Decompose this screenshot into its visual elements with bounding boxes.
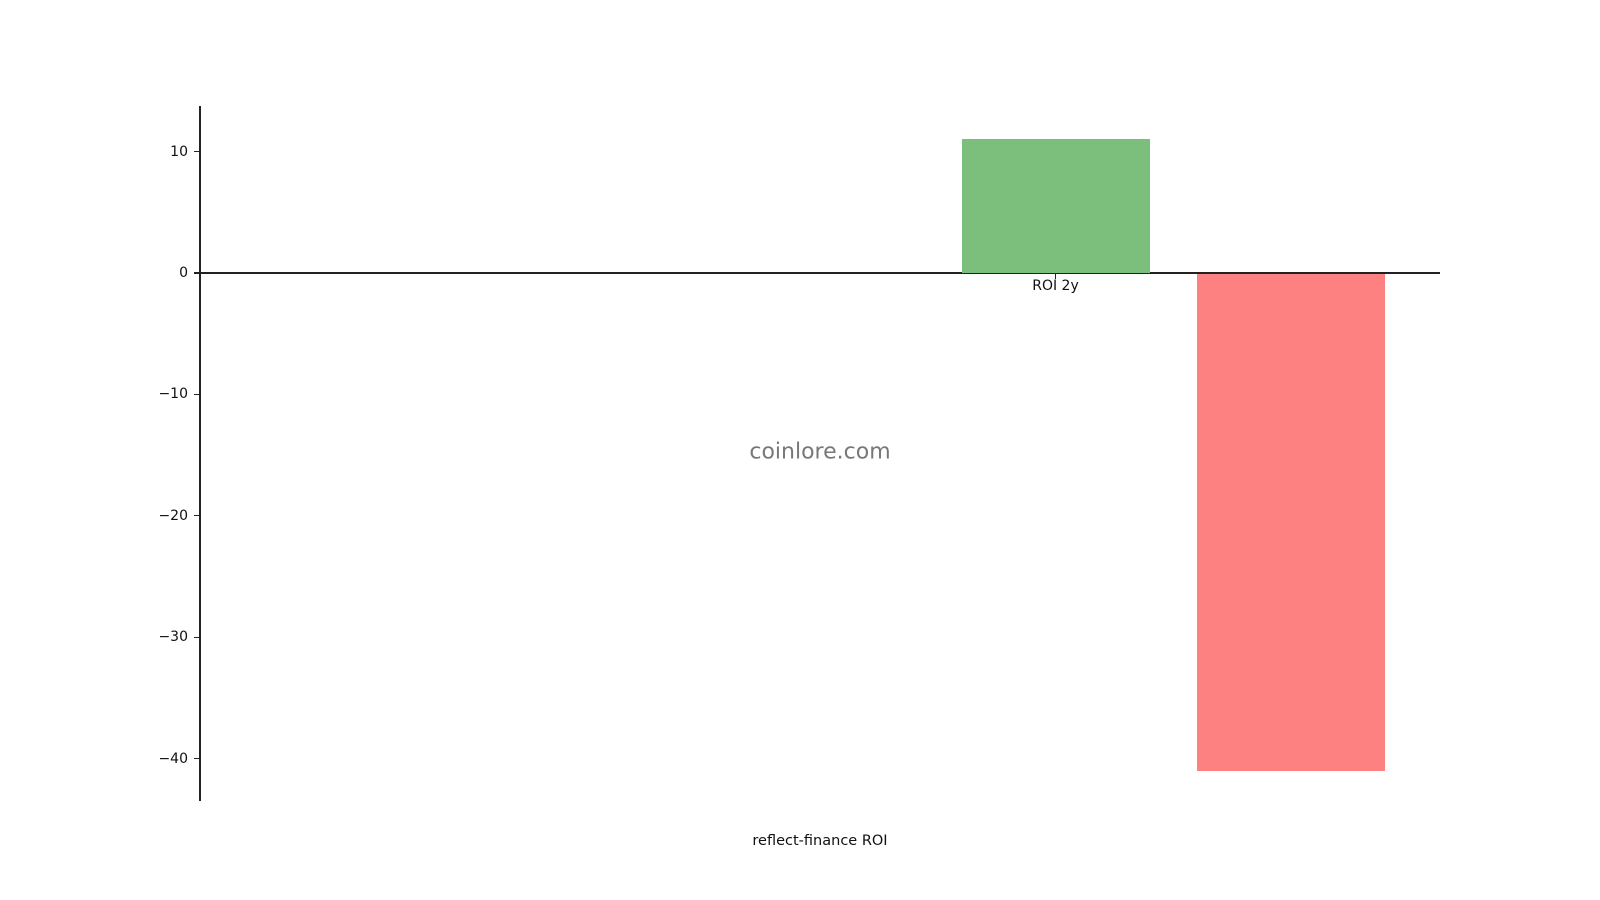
y-tick-label: −20 xyxy=(158,507,188,524)
x-tick-mark xyxy=(1054,273,1057,279)
bar-roi-2y xyxy=(961,139,1150,273)
y-tick-mark xyxy=(194,515,200,517)
y-tick-label: 0 xyxy=(179,264,188,281)
y-tick-mark xyxy=(194,272,200,274)
y-tick-label: −10 xyxy=(158,386,188,403)
y-tick-label: 10 xyxy=(170,143,188,160)
y-tick-label: −30 xyxy=(158,629,188,646)
y-tick-mark xyxy=(194,757,200,760)
chart-title: reflect-finance ROI xyxy=(752,833,888,849)
y-tick-mark xyxy=(194,393,200,395)
bar-unlabeled-2 xyxy=(1196,273,1385,772)
y-tick-mark xyxy=(194,636,200,638)
y-tick-mark xyxy=(194,150,200,153)
watermark: coinlore.com xyxy=(749,439,891,465)
x-tick-label: ROI 2y xyxy=(1032,278,1079,295)
y-axis-line xyxy=(199,106,201,801)
y-tick-label: −40 xyxy=(158,750,188,767)
x-axis-zero-line xyxy=(200,272,1440,274)
